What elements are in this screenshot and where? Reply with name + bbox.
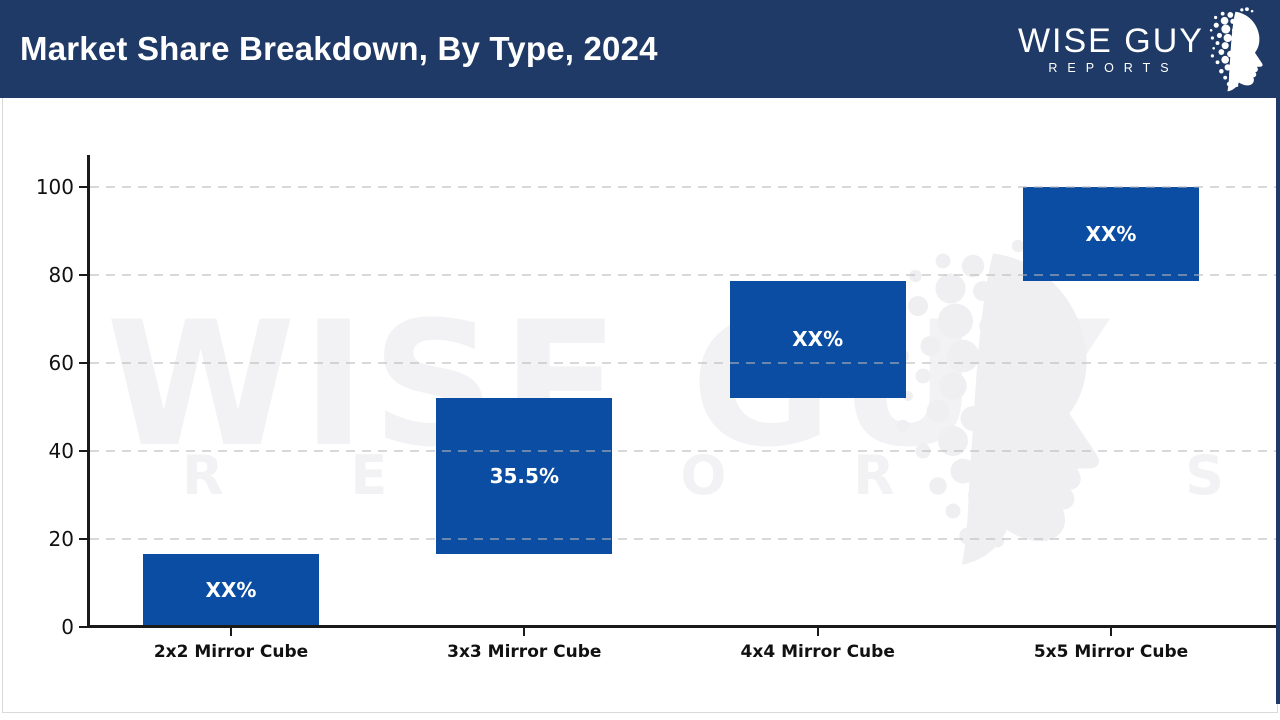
y-tick-label: 40: [48, 438, 74, 463]
y-axis-line: [87, 155, 90, 628]
header-bar: Market Share Breakdown, By Type, 2024 WI…: [0, 0, 1280, 98]
bar: XX%: [729, 281, 906, 398]
x-category-label: 4x4 Mirror Cube: [740, 641, 895, 662]
right-accent-strip: [1276, 98, 1280, 704]
logo-wordmark-top: WISE GUY: [1017, 22, 1204, 60]
brand-logo: WISE GUY REPORTS: [1018, 7, 1270, 92]
x-axis-tick: [816, 627, 819, 636]
grid-line: [90, 273, 1276, 276]
y-tick-label: 20: [48, 526, 74, 551]
y-tick-label: 60: [48, 350, 74, 375]
x-category-label: 5x5 Mirror Cube: [1033, 641, 1189, 662]
y-axis-tick: [79, 273, 88, 276]
y-axis-tick: [79, 449, 88, 452]
x-axis-tick: [1110, 627, 1112, 636]
grid-line: [90, 537, 1276, 540]
bar-value-label: 35.5%: [489, 463, 559, 488]
y-tick-label: 100: [35, 174, 74, 199]
grid-line: [90, 185, 1276, 188]
x-category-label: 3x3 Mirror Cube: [447, 641, 602, 662]
y-tick-label: 0: [61, 614, 74, 639]
y-axis-tick: [79, 537, 88, 540]
x-axis-tick: [523, 627, 526, 636]
bar: XX%: [1023, 186, 1199, 282]
page-border: [2, 98, 1278, 713]
y-axis-tick: [79, 361, 88, 364]
page-title: Market Share Breakdown, By Type, 2024: [20, 30, 658, 67]
x-axis-tick: [230, 627, 232, 636]
bar-value-label: XX%: [1085, 221, 1137, 246]
bar-value-label: XX%: [792, 327, 844, 352]
grid-line: [90, 361, 1276, 364]
logo-wordmark: WISE GUY REPORTS: [1018, 23, 1204, 75]
grid-line: [90, 449, 1276, 452]
logo-wordmark-bottom: REPORTS: [1048, 61, 1179, 75]
bar: XX%: [143, 553, 319, 627]
x-axis-line: [87, 625, 1278, 628]
x-category-label: 2x2 Mirror Cube: [153, 641, 309, 662]
bar: 35.5%: [436, 397, 613, 554]
y-tick-label: 80: [48, 262, 74, 287]
chart-area: WISE GUY R E P O R T S 0 20 40 60 80 100 XX% 2x…: [0, 98, 1280, 720]
bar-value-label: XX%: [205, 578, 257, 603]
y-axis-tick: [79, 185, 88, 188]
logo-head-icon: [1206, 7, 1270, 92]
y-axis-tick: [79, 625, 88, 628]
